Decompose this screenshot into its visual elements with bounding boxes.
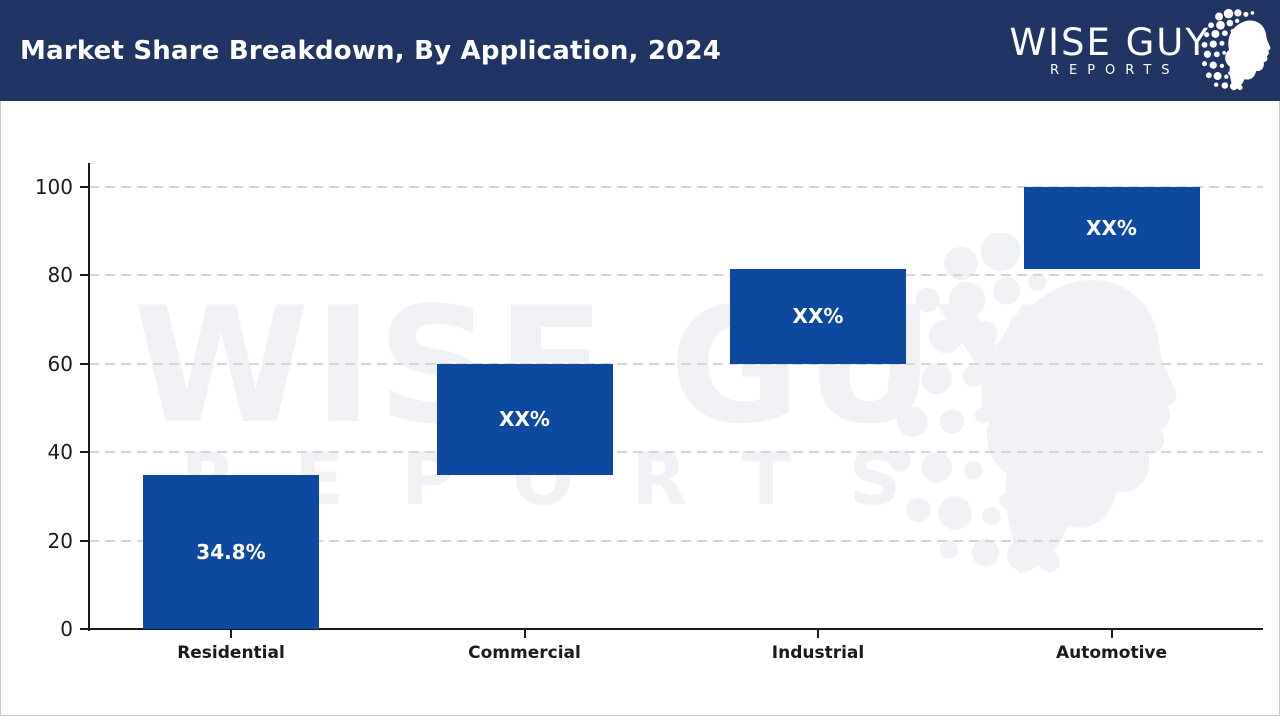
brand-name: WISE GUY <box>1009 21 1210 64</box>
gridline-60 <box>89 362 1263 365</box>
gridline-20 <box>89 539 1263 542</box>
x-axis-label-residential: Residential <box>177 643 285 663</box>
brand-head-icon <box>1201 8 1271 91</box>
y-axis-label: 0 <box>60 617 73 641</box>
brand-logo: WISE GUY REPORTS <box>1010 0 1272 101</box>
y-tick-80 <box>80 274 89 277</box>
y-axis-label: 20 <box>47 528 73 553</box>
bar-value-label: XX% <box>792 304 844 329</box>
page-title: Market Share Breakdown, By Application, … <box>20 35 722 66</box>
chart-card: WISE GUY REPORTS 0 20 40 60 80 100 34.8% Reside… <box>0 101 1280 716</box>
gridline-80 <box>89 274 1263 277</box>
y-tick-60 <box>80 362 89 365</box>
y-axis-label: 80 <box>47 263 73 288</box>
y-axis-label: 100 <box>34 175 73 199</box>
bar-value-label: XX% <box>499 407 550 432</box>
gridline-100 <box>89 186 1263 188</box>
bar-commercial: XX% <box>436 363 613 476</box>
x-axis-label-commercial: Commercial <box>468 643 581 663</box>
x-tick-residential <box>230 630 232 638</box>
x-tick-commercial <box>523 630 526 638</box>
x-axis-line <box>89 628 1263 630</box>
x-axis-label-automotive: Automotive <box>1055 643 1168 663</box>
x-tick-industrial <box>817 630 819 638</box>
x-tick-automotive <box>1110 630 1113 638</box>
brand-logo-text: WISE GUY REPORTS <box>1010 24 1210 77</box>
bar-residential: 34.8% <box>143 475 319 629</box>
y-tick-0 <box>80 628 89 630</box>
gridline-40 <box>89 451 1263 454</box>
brand-subname: REPORTS <box>1049 63 1180 78</box>
y-axis-line <box>88 163 90 631</box>
y-tick-100 <box>80 186 89 188</box>
bar-value-label: 34.8% <box>196 540 266 565</box>
bar-industrial: XX% <box>730 268 906 364</box>
header-banner: Market Share Breakdown, By Application, … <box>0 0 1280 101</box>
y-tick-20 <box>80 539 89 542</box>
y-axis-label: 40 <box>47 440 73 465</box>
y-tick-40 <box>80 451 89 454</box>
y-axis-label: 60 <box>47 351 73 376</box>
bar-automotive: XX% <box>1023 187 1200 269</box>
waterfall-chart: 0 20 40 60 80 100 34.8% Residential XX% Commercia… <box>1 101 1279 715</box>
x-axis-label-industrial: Industrial <box>771 643 865 663</box>
bar-value-label: XX% <box>1086 215 1137 240</box>
